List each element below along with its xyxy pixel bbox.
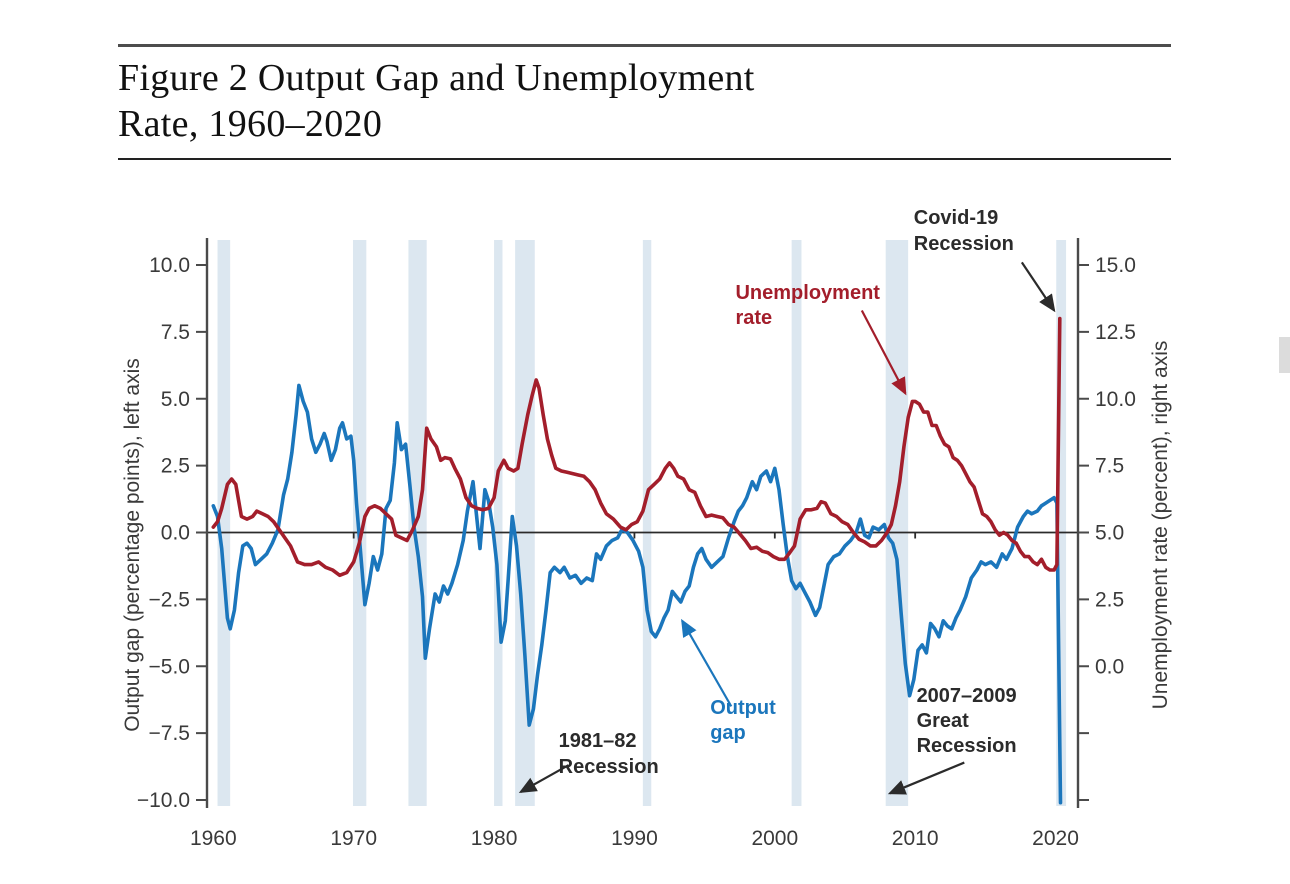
- annotation-arrows: [518, 261, 1056, 795]
- left-axis-tick-label: 7.5: [161, 321, 190, 344]
- output-gap-line: [211, 383, 1063, 805]
- left-axis-tick-label: 0.0: [161, 522, 190, 545]
- unemployment-rate-label: Unemployment rate: [735, 282, 880, 330]
- x-axis-tick-label: 1980: [471, 827, 518, 850]
- unemployment-rate-line: [211, 316, 1062, 578]
- left-axis-tick-label: −10.0: [137, 789, 190, 812]
- right-axis-tick-label: 5.0: [1095, 522, 1124, 545]
- recession-band: [217, 240, 231, 806]
- left-axis-title: Output gap (percentage points), left axi…: [121, 358, 144, 732]
- recession-band: [494, 240, 503, 806]
- recession-bands: [217, 240, 1067, 806]
- figure-title-block: Figure 2 Output Gap and Unemployment Rat…: [118, 44, 1171, 160]
- x-axis-tick-label: 2000: [751, 827, 798, 850]
- left-axis-tick-label: 2.5: [161, 455, 190, 478]
- title-rule-bottom: [118, 157, 1171, 160]
- recession-band: [642, 240, 652, 806]
- scrollbar-thumb[interactable]: [1279, 337, 1290, 373]
- annotation-arrow: [860, 309, 907, 396]
- right-axis-tick-label: 10.0: [1095, 388, 1136, 411]
- left-axis-tick-label: −5.0: [149, 655, 190, 678]
- recession-band: [791, 240, 802, 806]
- left-axis-tick-label: −7.5: [149, 722, 190, 745]
- annotation-arrow: [1020, 261, 1056, 313]
- recession-band: [885, 240, 909, 806]
- annotation-arrow: [887, 761, 965, 795]
- output-gap-label: Output gap: [710, 696, 776, 745]
- right-axis-tick-label: 2.5: [1095, 588, 1124, 611]
- x-axis-tick-label: 2010: [892, 827, 939, 850]
- x-axis-tick-label: 1970: [330, 827, 377, 850]
- annotation-arrow: [518, 764, 569, 794]
- recession-band: [1056, 240, 1067, 806]
- series-group: [211, 316, 1063, 805]
- right-axis-tick-label: 12.5: [1095, 321, 1136, 344]
- axes-group: 10.0 7.5 5.0 2.5 0.0 −2.5 −5.0 −7.5 −10.0 15.0 12.…: [137, 238, 1136, 850]
- right-axis-tick-label: 0.0: [1095, 655, 1124, 678]
- recession-1981-82-label: 1981–82 Recession: [558, 730, 659, 778]
- left-axis-tick-label: 5.0: [161, 388, 190, 411]
- recession-band: [408, 240, 427, 806]
- right-axis-tick-label: 15.0: [1095, 254, 1136, 277]
- annotation-arrow: [681, 618, 733, 707]
- title-rule-top: [118, 44, 1171, 47]
- great-recession-label: 2007–2009 Great Recession: [916, 684, 1017, 758]
- right-axis-tick-label: 7.5: [1095, 455, 1124, 478]
- left-axis-tick-label: −2.5: [149, 588, 190, 611]
- covid-recession-label: Covid-19 Recession: [913, 207, 1014, 255]
- x-axis-tick-label: 1960: [190, 827, 237, 850]
- figure-title-line1: Figure 2 Output Gap and Unemployment: [118, 57, 755, 99]
- zero-line-group: [207, 531, 1078, 539]
- recession-band: [515, 240, 535, 806]
- figure-title-line2: Rate, 1960–2020: [118, 103, 383, 146]
- right-axis-title: Unemployment rate (percent), right axis: [1149, 340, 1172, 710]
- figure-title: Figure 2 Output Gap and Unemployment Rat…: [118, 47, 1171, 158]
- x-axis-tick-label: 1990: [611, 827, 658, 850]
- x-axis-tick-label: 2020: [1032, 827, 1079, 850]
- left-axis-tick-label: 10.0: [149, 254, 190, 277]
